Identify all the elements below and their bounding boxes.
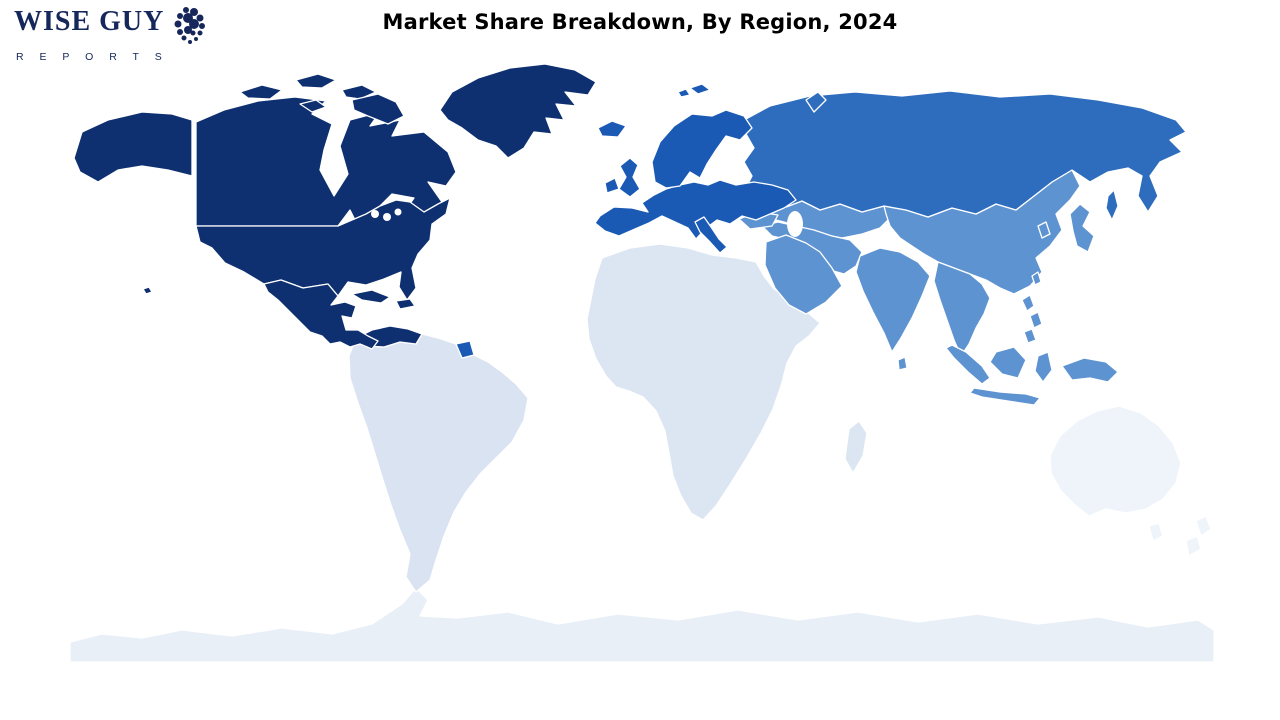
region-greenland[interactable]: [439, 63, 597, 159]
region-taiwan[interactable]: [1031, 271, 1042, 286]
region-india[interactable]: [855, 247, 931, 353]
region-cuba[interactable]: [351, 289, 391, 304]
region-indochina[interactable]: [933, 261, 991, 357]
region-antarctica[interactable]: [69, 587, 1215, 663]
region-new-zealand-south[interactable]: [1185, 535, 1202, 557]
region-south-america[interactable]: [348, 333, 529, 593]
region-new-zealand-north[interactable]: [1195, 515, 1212, 537]
region-uk[interactable]: [618, 157, 641, 198]
region-canadian-arctic-4[interactable]: [299, 99, 327, 113]
region-sri-lanka[interactable]: [897, 356, 908, 371]
dotted-head-logo-icon: [174, 7, 206, 44]
region-svalbard-2[interactable]: [677, 88, 691, 98]
region-philippines-1[interactable]: [1021, 294, 1035, 312]
region-alaska[interactable]: [73, 111, 193, 183]
region-hawaii[interactable]: [142, 286, 153, 295]
great-lake-3: [394, 208, 402, 216]
region-ireland[interactable]: [604, 177, 620, 194]
logo-wordmark: WISE GUY: [14, 6, 165, 37]
region-mexico-central-america[interactable]: [263, 279, 379, 350]
region-sulawesi[interactable]: [1034, 351, 1053, 383]
region-philippines-3[interactable]: [1023, 328, 1037, 344]
region-svalbard-1[interactable]: [689, 83, 711, 95]
region-canadian-arctic-1[interactable]: [239, 84, 283, 100]
region-korea[interactable]: [1037, 221, 1051, 239]
region-australia[interactable]: [1049, 405, 1182, 517]
region-novaya-zemlya[interactable]: [805, 91, 827, 113]
great-lake-1: [371, 210, 379, 218]
region-philippines-2[interactable]: [1029, 311, 1043, 329]
chart-title: Market Share Breakdown, By Region, 2024: [382, 10, 898, 34]
region-canadian-arctic-3[interactable]: [341, 84, 377, 100]
region-sakhalin[interactable]: [1105, 189, 1119, 221]
region-europe-mainland[interactable]: [594, 179, 797, 240]
region-canadian-arctic-2[interactable]: [295, 73, 337, 89]
caspian-sea: [787, 211, 803, 237]
great-lake-2: [383, 213, 391, 221]
logo-subtitle: R E P O R T S: [16, 51, 169, 63]
wise-guy-reports-logo: WISE GUY R E P O R T S: [14, 6, 206, 63]
region-africa[interactable]: [586, 243, 821, 521]
region-java[interactable]: [969, 387, 1041, 406]
region-italy[interactable]: [694, 216, 728, 254]
region-sumatra[interactable]: [945, 344, 991, 385]
region-japan[interactable]: [1069, 203, 1095, 253]
region-hispaniola[interactable]: [395, 298, 416, 310]
region-scandinavia[interactable]: [651, 109, 753, 189]
region-french-guiana[interactable]: [455, 340, 475, 359]
region-tasmania[interactable]: [1148, 522, 1164, 542]
region-arabia[interactable]: [764, 234, 843, 315]
region-madagascar[interactable]: [844, 420, 868, 474]
region-new-guinea[interactable]: [1061, 357, 1119, 383]
region-iceland[interactable]: [597, 120, 627, 138]
region-baffin-island[interactable]: [351, 93, 405, 125]
region-borneo[interactable]: [989, 346, 1027, 379]
